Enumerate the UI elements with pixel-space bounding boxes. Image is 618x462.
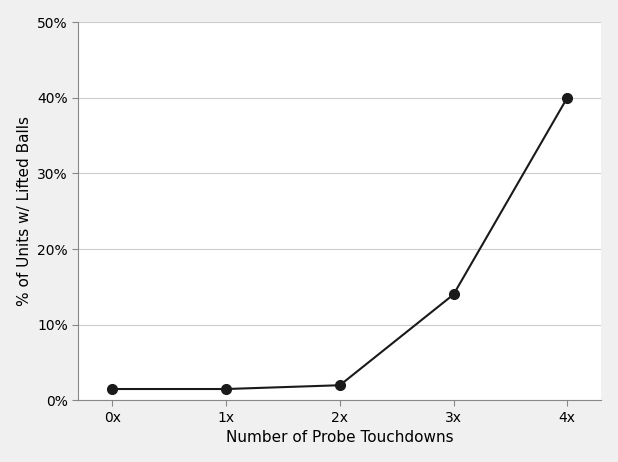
X-axis label: Number of Probe Touchdowns: Number of Probe Touchdowns bbox=[226, 430, 454, 445]
Y-axis label: % of Units w/ Lifted Balls: % of Units w/ Lifted Balls bbox=[17, 116, 32, 306]
